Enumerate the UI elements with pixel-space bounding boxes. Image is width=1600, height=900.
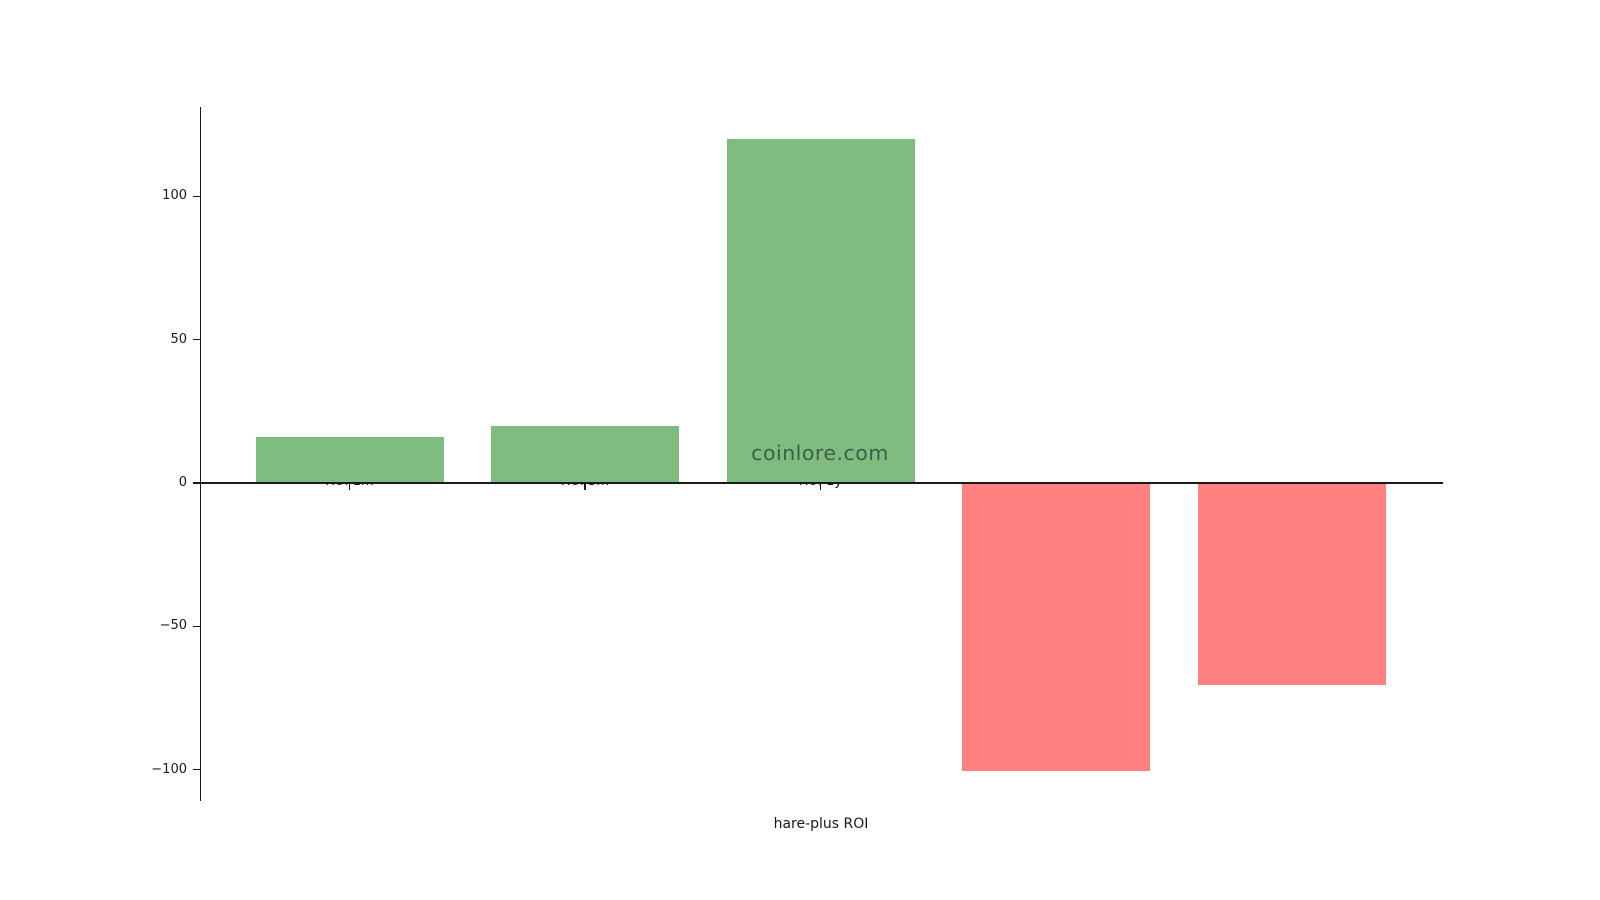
y-axis-tick [193,339,200,341]
y-axis-spine [199,107,201,801]
y-tick-label: 0 [178,475,187,490]
y-tick-label: 50 [170,331,187,347]
y-axis-tick [193,625,200,627]
y-axis-tick [193,195,200,197]
y-tick-label: 100 [162,188,187,204]
bar-negative-5 [1197,484,1386,686]
y-tick-label: −100 [151,761,187,777]
x-axis-tick [819,483,822,490]
bar-ROI 1y [726,138,915,483]
bar-negative-4 [962,484,1150,772]
bar-ROI 1m [255,437,444,483]
chart-title: hare-plus ROI [773,816,869,832]
x-axis-zero-line [199,482,1443,484]
y-axis-tick [193,769,200,771]
watermark-text: coinlore.com [751,441,889,465]
x-axis-tick [584,483,586,490]
y-tick-label: −50 [159,618,187,634]
x-axis-tick [348,483,351,490]
bar-ROI 3m [491,425,679,483]
y-axis-tick [193,482,200,484]
